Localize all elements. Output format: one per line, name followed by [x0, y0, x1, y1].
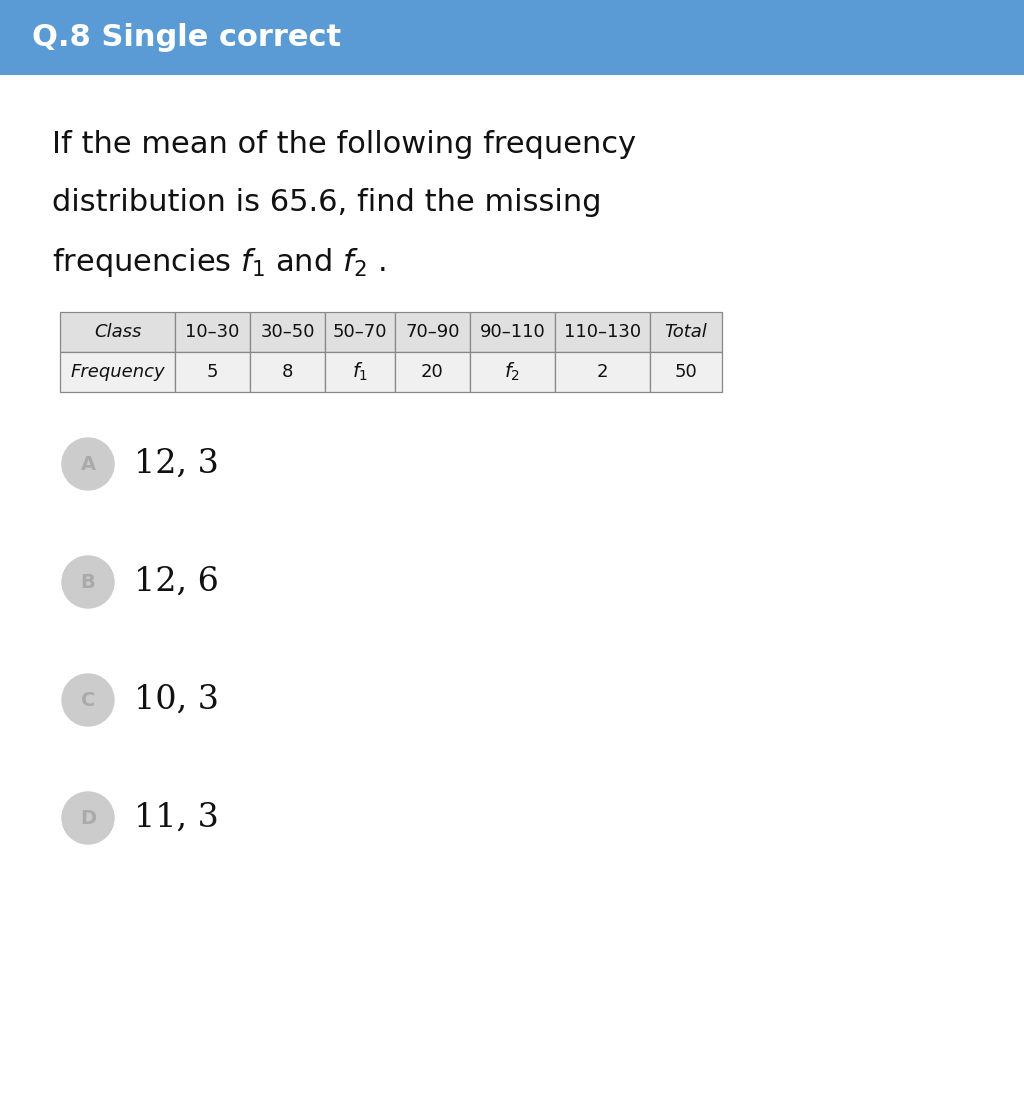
Bar	[0, 0, 1024, 75]
Bar	[470, 312, 555, 352]
Text: C: C	[81, 690, 95, 710]
Circle shape	[62, 438, 114, 490]
Text: Class: Class	[94, 323, 141, 341]
Text: 20: 20	[421, 363, 443, 381]
Text: 11, 3: 11, 3	[134, 802, 219, 834]
Bar	[325, 352, 395, 392]
Bar	[60, 312, 175, 352]
Text: 12, 6: 12, 6	[134, 566, 219, 598]
Bar	[325, 312, 395, 352]
Bar	[175, 352, 250, 392]
Bar	[395, 352, 470, 392]
Bar	[650, 352, 722, 392]
Text: 110–130: 110–130	[564, 323, 641, 341]
Bar	[470, 352, 555, 392]
Text: A: A	[81, 454, 95, 474]
Circle shape	[62, 556, 114, 608]
Bar	[650, 312, 722, 352]
Text: frequencies $\mathit{f}_1$ and $\mathit{f}_2$ .: frequencies $\mathit{f}_1$ and $\mathit{…	[52, 246, 386, 279]
Bar	[555, 352, 650, 392]
Circle shape	[62, 792, 114, 843]
Text: D: D	[80, 808, 96, 827]
Text: Frequency: Frequency	[71, 363, 165, 381]
Text: Q.8 Single correct: Q.8 Single correct	[32, 23, 341, 53]
Text: Total: Total	[665, 323, 708, 341]
Circle shape	[62, 674, 114, 726]
Text: 8: 8	[282, 363, 293, 381]
Text: 50: 50	[675, 363, 697, 381]
Text: 5: 5	[207, 363, 218, 381]
Bar	[555, 312, 650, 352]
Bar	[395, 312, 470, 352]
Text: 50–70: 50–70	[333, 323, 387, 341]
Text: B: B	[81, 572, 95, 592]
Text: 12, 3: 12, 3	[134, 449, 219, 480]
Text: 10, 3: 10, 3	[134, 684, 219, 715]
Text: distribution is 65.6, find the missing: distribution is 65.6, find the missing	[52, 188, 601, 217]
Text: 30–50: 30–50	[260, 323, 314, 341]
Text: $\mathit{f}_1$: $\mathit{f}_1$	[352, 361, 368, 383]
Text: 10–30: 10–30	[185, 323, 240, 341]
Text: 90–110: 90–110	[479, 323, 546, 341]
Text: $\mathit{f}_2$: $\mathit{f}_2$	[505, 361, 520, 383]
Bar	[60, 352, 175, 392]
Text: If the mean of the following frequency: If the mean of the following frequency	[52, 130, 636, 159]
Bar	[175, 312, 250, 352]
Text: 2: 2	[597, 363, 608, 381]
Bar	[250, 352, 325, 392]
Text: 70–90: 70–90	[406, 323, 460, 341]
Bar	[250, 312, 325, 352]
